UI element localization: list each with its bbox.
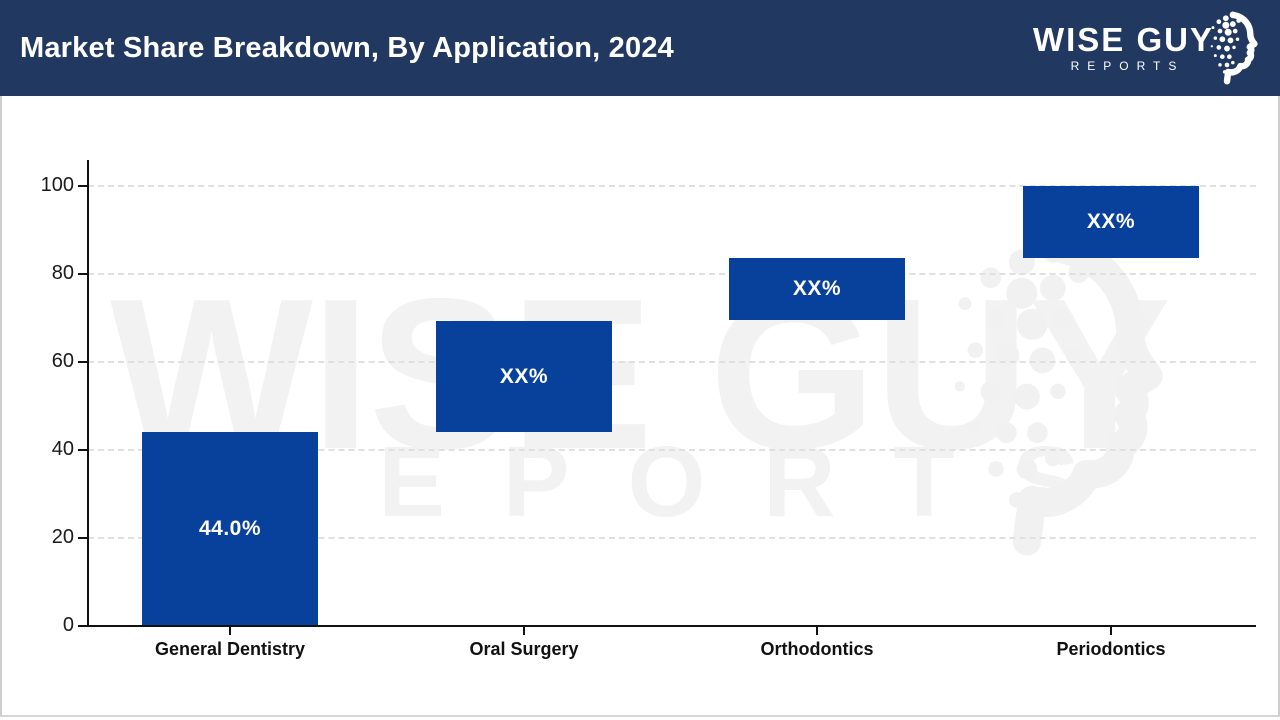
brand-logo-text: WISE GUY REPORTS xyxy=(1032,21,1214,74)
y-tick-label-100: 100 xyxy=(40,174,74,196)
chart-panel: WISE GUY REPORTS 0 20 40 60 80 100 44.0% Genera… xyxy=(0,96,1280,717)
watermark-text-line2: REPORTS xyxy=(248,426,1138,538)
gridline-60 xyxy=(88,361,1256,363)
x-tick-label-orthodontics: Orthodontics xyxy=(760,639,874,659)
x-tick-general-dentistry xyxy=(229,627,231,635)
gridline-40 xyxy=(88,449,1256,451)
x-tick-periodontics xyxy=(1110,627,1112,635)
bar-orthodontics: XX% xyxy=(729,258,905,321)
header-bar: Market Share Breakdown, By Application, … xyxy=(0,0,1280,96)
bar-general-dentistry: 44.0% xyxy=(142,432,318,626)
gridline-80 xyxy=(88,273,1256,275)
page-title: Market Share Breakdown, By Application, … xyxy=(20,31,674,64)
y-tick-40 xyxy=(78,449,88,451)
x-tick-orthodontics xyxy=(816,627,818,635)
y-tick-label-60: 60 xyxy=(51,350,74,372)
gridline-20 xyxy=(88,537,1256,539)
x-tick-label-periodontics: Periodontics xyxy=(1056,639,1166,659)
bar-label-periodontics: XX% xyxy=(1086,209,1136,233)
x-axis-line xyxy=(87,625,1256,627)
x-tick-oral-surgery xyxy=(523,627,525,635)
y-tick-label-0: 0 xyxy=(62,614,74,636)
bar-label-general-dentistry: 44.0% xyxy=(198,517,262,541)
brand-name: WISE GUY xyxy=(1032,21,1214,58)
bar-oral-surgery: XX% xyxy=(436,320,612,433)
watermark-face-icon xyxy=(954,232,1163,556)
bar-label-oral-surgery: XX% xyxy=(499,364,549,388)
y-tick-label-80: 80 xyxy=(51,262,74,284)
brand-logo: WISE GUY REPORTS xyxy=(1033,6,1262,90)
y-tick-label-20: 20 xyxy=(51,526,74,548)
y-tick-label-40: 40 xyxy=(51,438,74,460)
chart-plot-area: WISE GUY REPORTS 0 20 40 60 80 100 44.0% Genera… xyxy=(0,96,1280,715)
x-tick-label-oral-surgery: Oral Surgery xyxy=(469,639,579,659)
y-tick-20 xyxy=(78,537,88,539)
y-tick-100 xyxy=(78,185,88,187)
y-tick-80 xyxy=(78,273,88,275)
brand-subname: REPORTS xyxy=(1070,59,1185,73)
bar-periodontics: XX% xyxy=(1023,186,1199,258)
bar-label-orthodontics: XX% xyxy=(792,277,842,301)
y-tick-0 xyxy=(78,625,88,627)
y-axis-line xyxy=(87,160,89,627)
gridline-100 xyxy=(88,185,1256,187)
x-tick-label-general-dentistry: General Dentistry xyxy=(154,639,306,659)
y-tick-60 xyxy=(78,361,88,363)
wise-guy-face-icon xyxy=(1210,11,1258,85)
